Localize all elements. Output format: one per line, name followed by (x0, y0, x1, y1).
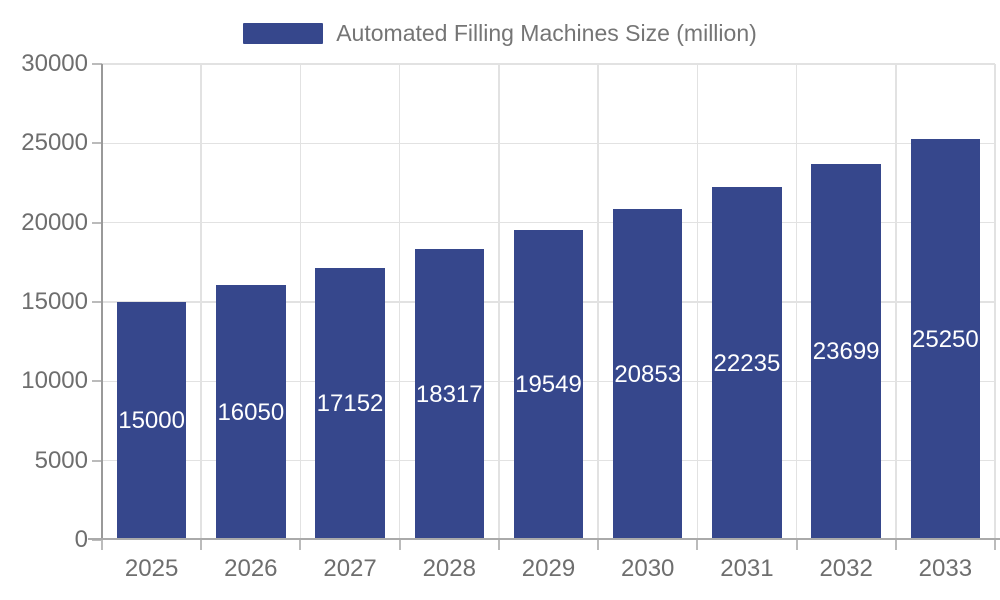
x-axis-tick (994, 540, 996, 550)
bar-value-label: 20853 (614, 360, 682, 388)
bar: 22235 (712, 187, 782, 540)
y-tick-label: 25000 (21, 129, 88, 157)
h-gridline (102, 142, 995, 145)
y-axis-line (101, 64, 103, 540)
bar: 17152 (315, 267, 385, 540)
bar-value-label: 17152 (316, 389, 384, 417)
y-axis-tick (92, 459, 102, 462)
bar: 20853 (612, 209, 683, 540)
x-axis-tick (497, 540, 500, 550)
x-tick-label: 2032 (819, 555, 873, 582)
x-axis-tick (696, 540, 699, 550)
bar: 16050 (216, 285, 286, 540)
v-gridline (696, 64, 699, 540)
x-axis-tick (101, 540, 103, 550)
bar-value-label: 18317 (415, 380, 483, 408)
x-axis-tick (894, 540, 897, 550)
x-tick-label: 2026 (224, 555, 278, 582)
y-tick-label: 5000 (34, 446, 88, 474)
y-axis-tick (92, 380, 102, 383)
bar-value-label: 19549 (515, 370, 582, 398)
bar-value-label: 16050 (217, 398, 285, 426)
v-gridline (597, 64, 599, 540)
y-tick-label: 20000 (21, 208, 88, 236)
v-gridline (795, 64, 798, 540)
y-axis-tick (92, 301, 102, 303)
bar: 19549 (513, 229, 584, 540)
x-axis-tick (398, 540, 401, 550)
x-axis-tick (597, 540, 600, 550)
x-tick-label: 2028 (422, 555, 476, 582)
y-tick-label: 30000 (21, 50, 88, 77)
bar: 15000 (116, 302, 187, 540)
v-gridline (994, 64, 996, 540)
x-axis-tick (299, 540, 302, 550)
v-gridline (299, 64, 302, 540)
y-axis-tick (92, 539, 102, 541)
y-axis-tick (92, 142, 102, 145)
y-tick-label: 15000 (21, 288, 88, 315)
v-gridline (398, 64, 401, 540)
x-tick-label: 2030 (621, 555, 675, 582)
v-gridline (200, 64, 202, 540)
x-axis-line (88, 538, 1000, 540)
bar: 25250 (910, 139, 981, 540)
x-tick-label: 2025 (124, 555, 179, 582)
x-axis-tick (795, 540, 798, 550)
bar: 18317 (414, 249, 484, 540)
h-gridline (102, 63, 995, 65)
y-tick-label: 0 (74, 526, 88, 553)
bar-value-label: 25250 (912, 325, 979, 353)
x-axis-tick (200, 540, 203, 550)
x-tick-label: 2027 (323, 555, 377, 582)
x-tick-label: 2033 (918, 555, 973, 582)
y-axis-tick (92, 221, 102, 224)
legend-label: Automated Filling Machines Size (million… (336, 20, 757, 46)
x-tick-label: 2029 (521, 555, 576, 582)
legend-swatch (243, 23, 324, 44)
y-tick-label: 10000 (21, 367, 88, 395)
h-gridline (102, 221, 995, 224)
v-gridline (895, 64, 897, 540)
x-tick-label: 2031 (720, 555, 774, 582)
legend[interactable]: Automated Filling Machines Size (million… (0, 20, 1000, 47)
bar-value-label: 23699 (812, 337, 880, 365)
bar-value-label: 15000 (118, 407, 185, 434)
y-axis-tick (92, 63, 102, 65)
bar-value-label: 22235 (713, 349, 781, 377)
bar: 23699 (811, 163, 881, 540)
v-gridline (498, 64, 500, 540)
